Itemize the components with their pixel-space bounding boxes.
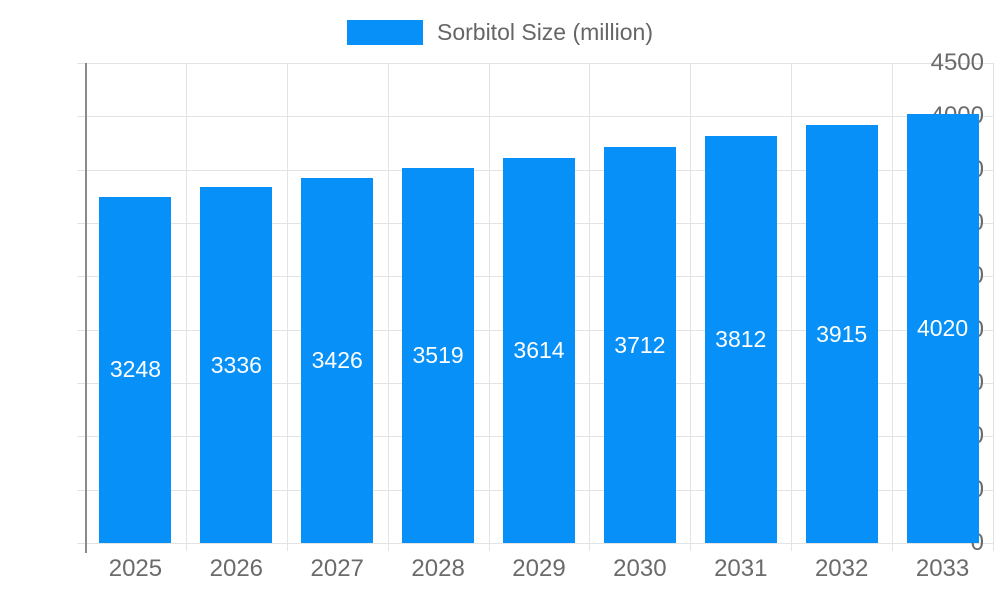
bar-value-label: 3812	[715, 326, 767, 353]
x-gridline	[387, 63, 389, 551]
bar-2033[interactable]: 4020	[906, 114, 979, 543]
plot-area: 0500100015002000250030003500400045003248…	[77, 51, 994, 581]
bar-2025[interactable]: 3248	[99, 196, 172, 543]
y-gridline	[85, 63, 993, 64]
bar-2029[interactable]: 3614	[503, 157, 575, 543]
x-tick-label: 2032	[814, 555, 869, 582]
y-tick	[77, 543, 85, 544]
bar-value-label: 3915	[816, 320, 868, 347]
x-tick-label: 2025	[108, 555, 163, 582]
x-tick-label: 2026	[209, 555, 264, 582]
x-gridline	[791, 63, 793, 551]
y-gridline	[85, 116, 993, 118]
y-tick	[77, 276, 85, 278]
bar-2027[interactable]: 3426	[301, 177, 374, 543]
x-tick-label: 2033	[915, 555, 970, 582]
y-axis-line	[85, 63, 87, 553]
legend[interactable]: Sorbitol Size (million)	[0, 20, 1000, 45]
x-tick-label: 2028	[411, 555, 465, 582]
y-gridline	[85, 543, 993, 544]
bar-2030[interactable]: 3712	[603, 147, 676, 543]
bar-2026[interactable]: 3336	[200, 187, 273, 543]
y-tick	[77, 63, 85, 64]
y-tick	[77, 383, 85, 384]
x-gridline	[993, 63, 994, 551]
x-tick-label: 2031	[714, 555, 768, 582]
x-gridline	[185, 63, 187, 551]
y-tick	[77, 223, 85, 224]
y-tick	[77, 329, 85, 331]
x-gridline	[286, 63, 288, 551]
x-tick-label: 2027	[310, 555, 364, 582]
y-tick	[77, 116, 85, 118]
bar-value-label: 3712	[614, 331, 666, 358]
bar-value-label: 3519	[412, 341, 464, 368]
bar-2032[interactable]: 3915	[805, 125, 878, 543]
bar-2031[interactable]: 3812	[704, 136, 777, 543]
x-gridline	[690, 63, 692, 551]
bar-value-label: 4020	[916, 315, 969, 342]
y-tick	[77, 489, 85, 491]
bar-2028[interactable]: 3519	[402, 167, 475, 543]
x-tick-label: 2029	[512, 555, 566, 582]
bar-value-label: 3336	[210, 351, 262, 378]
legend-swatch-icon	[346, 20, 423, 45]
y-tick	[77, 169, 85, 171]
x-gridline	[488, 63, 490, 551]
bar-value-label: 3248	[109, 356, 162, 383]
x-tick-label: 2030	[613, 555, 667, 582]
legend-label: Sorbitol Size (million)	[436, 19, 653, 45]
y-tick-label: 4500	[930, 49, 984, 76]
bar-value-label: 3614	[513, 336, 565, 363]
bar-value-label: 3426	[311, 346, 363, 373]
x-gridline	[589, 63, 591, 551]
x-gridline	[892, 63, 894, 551]
y-tick	[77, 436, 85, 438]
